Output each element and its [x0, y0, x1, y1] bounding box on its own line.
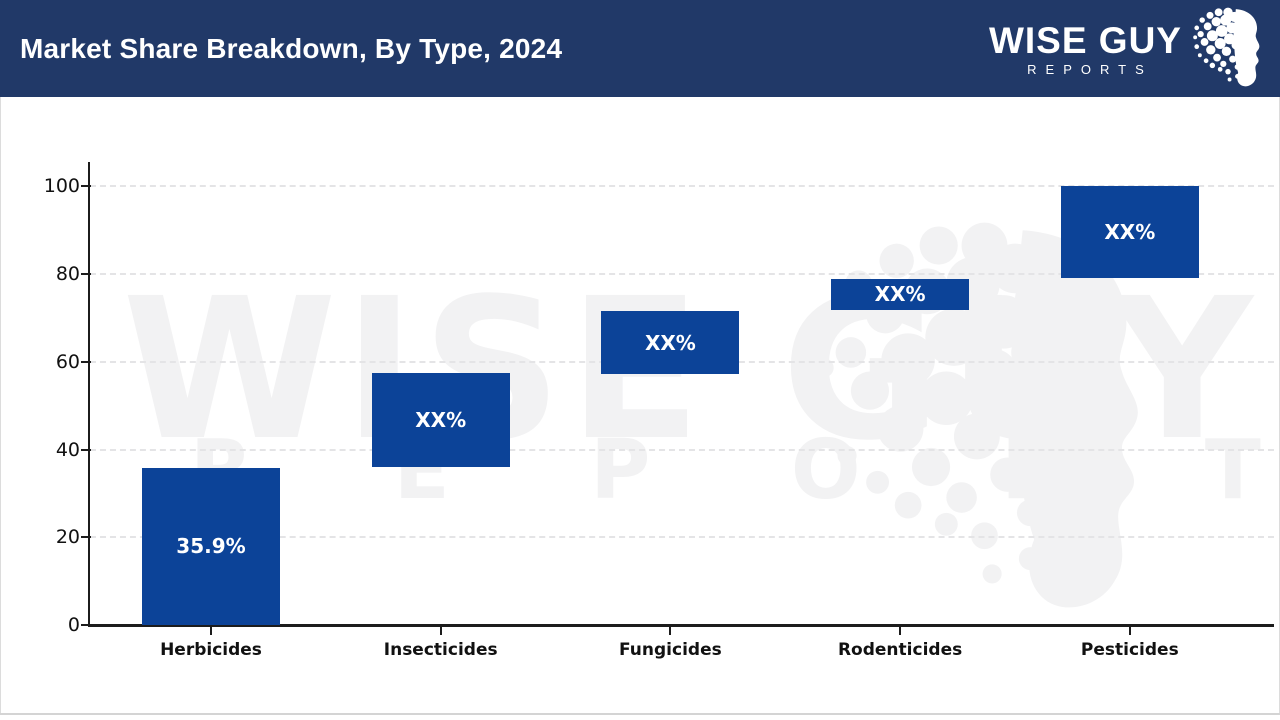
footer-divider	[0, 713, 1280, 715]
y-tick-label: 80	[55, 263, 80, 286]
logo-face-icon	[1186, 6, 1270, 92]
y-tick-mark	[81, 624, 91, 626]
y-tick-label: 100	[43, 175, 80, 198]
y-tick-label: 60	[55, 350, 80, 373]
x-axis-label-herbicides: Herbicides	[160, 640, 262, 660]
y-tick-label: 40	[55, 438, 80, 461]
x-axis-label-rodenticides: Rodenticides	[837, 640, 963, 660]
gridline	[90, 273, 1274, 276]
bar-fungicides	[601, 311, 740, 375]
bar-herbicides	[142, 467, 280, 625]
x-axis-label-fungicides: Fungicides	[619, 640, 722, 660]
logo-wordmark: WISE GUY	[988, 19, 1182, 61]
x-axis-label-insecticides: Insecticides	[383, 640, 498, 660]
bar-value-label: XX%	[874, 282, 926, 307]
y-tick-mark	[81, 185, 91, 188]
bar-rodenticides	[831, 278, 970, 310]
x-tick-mark	[669, 627, 672, 635]
x-tick-mark	[439, 627, 442, 635]
bar-value-label: 35.9%	[176, 534, 246, 559]
y-tick-label: 20	[55, 526, 80, 549]
bar-value-label: XX%	[644, 330, 696, 355]
y-tick-mark	[81, 448, 91, 451]
x-axis-label-pesticides: Pesticides	[1080, 640, 1179, 660]
x-tick-mark	[1128, 627, 1131, 635]
y-axis-line	[88, 162, 90, 626]
bar-value-label: XX%	[1104, 220, 1156, 245]
wise-guy-logo: WISE GUY REPORTS	[989, 6, 1270, 92]
y-tick-label: 0	[67, 614, 80, 636]
bar-pesticides	[1060, 186, 1199, 279]
gridline	[90, 185, 1274, 188]
y-tick-mark	[81, 536, 91, 539]
bar-insecticides	[371, 372, 510, 468]
gridline	[90, 536, 1274, 539]
bar-value-label: XX%	[415, 408, 467, 433]
y-tick-mark	[81, 360, 91, 363]
header-bar: Market Share Breakdown, By Type, 2024 WI…	[0, 0, 1280, 97]
y-tick-mark	[81, 273, 91, 276]
gridline	[90, 448, 1274, 451]
x-tick-mark	[210, 627, 212, 635]
logo-subtitle: REPORTS	[1027, 61, 1153, 77]
page-title: Market Share Breakdown, By Type, 2024	[20, 32, 563, 64]
x-tick-mark	[899, 627, 902, 635]
x-axis-line	[88, 624, 1274, 627]
